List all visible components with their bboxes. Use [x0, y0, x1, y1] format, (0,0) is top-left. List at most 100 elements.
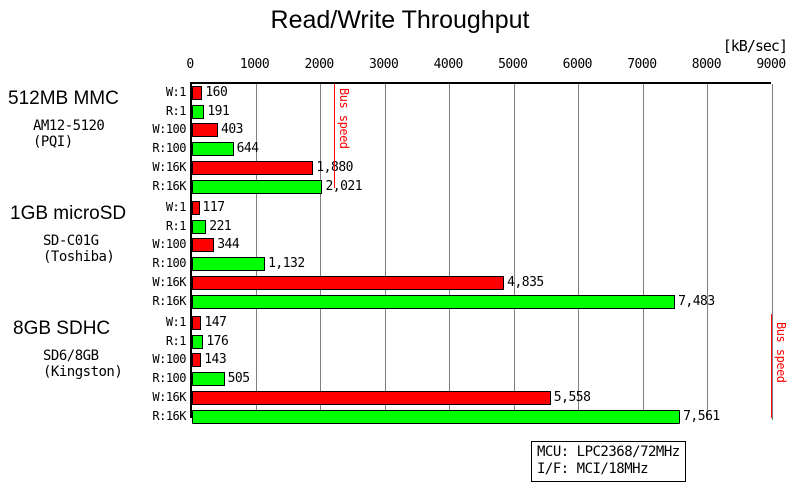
bar-row-label: R:16K — [152, 408, 186, 423]
info-box-interface: I/F: MCI/18MHz — [537, 461, 649, 477]
bar-read — [192, 219, 207, 234]
bar-row-label: W:16K — [152, 389, 186, 404]
bar-value-label: 644 — [236, 141, 259, 157]
bar-read — [192, 142, 234, 157]
gridline-8000 — [707, 84, 709, 420]
bar-value-label: 5,558 — [553, 389, 591, 405]
x-tick-label-2000: 2000 — [304, 57, 334, 72]
bar-row: W:1 160 — [0, 84, 800, 102]
bar-write — [192, 390, 551, 405]
bar-value-label: 2,021 — [325, 178, 363, 194]
bar-value-label: 344 — [217, 237, 240, 253]
group-model: SD-C01G — [43, 233, 99, 249]
x-axis-unit-label: [kB/sec] — [722, 37, 788, 55]
bar-read — [192, 294, 676, 309]
group-model: SD6/8GB — [43, 348, 99, 364]
group-subtitle: SD-C01G (Toshiba) — [43, 233, 115, 265]
bar-row-label: W:1 — [165, 315, 187, 329]
bar-row-label: W:100 — [152, 237, 186, 252]
gridline-7000 — [642, 84, 644, 420]
x-tick-label-1000: 1000 — [239, 57, 270, 72]
x-tick-label-3000: 3000 — [369, 57, 399, 72]
bar-value-label: 176 — [206, 333, 229, 349]
bar-row-label: R:1 — [165, 218, 187, 233]
bar-value-label: 7,483 — [678, 293, 715, 309]
bar-row: R:1 221 — [0, 218, 800, 236]
bar-row: W:1 117 — [0, 199, 800, 217]
info-box-mcu: MCU: LPC2368/72MHz — [537, 444, 680, 460]
bar-row: R:16K 7,561 — [0, 408, 800, 426]
gridline-5000 — [513, 84, 515, 420]
bar-value-label: 160 — [205, 85, 228, 100]
group-vendor: (Kingston) — [43, 364, 123, 380]
bar-read — [192, 334, 204, 349]
gridline-3000 — [384, 84, 386, 420]
bar-row: W:16K 4,835 — [0, 274, 800, 292]
bar-value-label: 221 — [209, 218, 232, 234]
bar-write — [192, 353, 202, 368]
group-vendor: (Toshiba) — [43, 249, 115, 265]
x-tick-label-6000: 6000 — [562, 57, 593, 72]
group-title: 8GB SDHC — [13, 318, 111, 339]
x-tick-label-5000: 5000 — [498, 57, 528, 72]
bar-row-label: R:16K — [152, 178, 186, 193]
bus-speed-label: Bus speed — [336, 88, 351, 149]
bar-row: R:1 191 — [0, 103, 800, 121]
bar-value-label: 143 — [204, 352, 227, 368]
chart-title: Read/Write Throughput — [270, 6, 530, 34]
bar-value-label: 505 — [227, 371, 250, 387]
bar-write — [192, 238, 215, 253]
group-subtitle: AM12-5120 (PQI) — [33, 118, 105, 150]
gridline-2000 — [320, 84, 322, 420]
bus-speed-line — [333, 84, 335, 188]
bar-row-label: W:1 — [165, 200, 187, 214]
bar-row: R:16K 2,021 — [0, 178, 800, 196]
bar-row: R:1 176 — [0, 333, 800, 351]
bar-write — [192, 201, 200, 215]
gridline-4000 — [449, 84, 451, 420]
gridline-1000 — [255, 84, 257, 420]
bar-read — [192, 409, 681, 424]
bar-row-label: R:100 — [152, 141, 186, 156]
bar-row: W:100 344 — [0, 236, 800, 254]
bar-write — [192, 123, 219, 138]
plot-area — [190, 82, 773, 420]
bar-row-label: R:100 — [152, 256, 186, 271]
group-vendor: (PQI) — [33, 134, 73, 150]
bar-row-label: W:1 — [165, 85, 187, 99]
bar-row-label: W:16K — [152, 159, 186, 174]
bar-row: R:16K 7,483 — [0, 293, 800, 311]
bar-row-label: W:100 — [152, 122, 186, 137]
bar-row: W:100 143 — [0, 351, 800, 369]
bar-row-label: W:16K — [152, 274, 186, 289]
bar-row-label: R:1 — [165, 103, 187, 118]
x-tick-label-4000: 4000 — [433, 57, 464, 72]
group-title: 1GB microSD — [10, 203, 127, 224]
bar-write — [192, 316, 202, 330]
bar-row: R:100 1,132 — [0, 255, 800, 273]
bar-row: W:1 147 — [0, 314, 800, 332]
bar-row: R:100 644 — [0, 140, 800, 158]
bar-value-label: 1,132 — [268, 256, 305, 272]
gridline-9000 — [772, 84, 773, 420]
x-tick-label-9000: 9000 — [756, 57, 786, 72]
bar-row-label: R:100 — [152, 371, 186, 386]
bar-row: W:16K 5,558 — [0, 389, 800, 407]
bar-write — [192, 275, 505, 290]
bar-value-label: 7,561 — [683, 408, 720, 424]
group-model: AM12-5120 — [33, 118, 105, 134]
bus-speed-label: Bus speed — [774, 322, 788, 383]
bar-row-label: R:16K — [152, 293, 186, 308]
bar-row: W:100 403 — [0, 121, 800, 139]
bar-value-label: 117 — [202, 200, 225, 215]
bar-read — [192, 257, 266, 272]
bus-speed-line — [771, 314, 772, 418]
bar-value-label: 191 — [207, 103, 230, 119]
bar-read — [192, 104, 205, 119]
group-title: 512MB MMC — [8, 88, 119, 109]
bar-value-label: 4,835 — [507, 274, 544, 290]
bar-row-label: R:1 — [165, 333, 187, 348]
x-tick-label-8000: 8000 — [691, 57, 722, 72]
bar-write — [192, 160, 314, 175]
